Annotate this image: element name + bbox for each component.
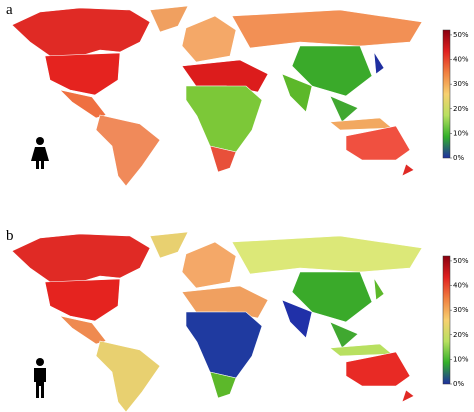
australia xyxy=(345,125,411,161)
greenland xyxy=(149,231,189,259)
colorbar-tick-label: 30% xyxy=(453,80,469,88)
female-icon xyxy=(31,137,49,169)
map-a: a xyxy=(6,2,423,187)
australia xyxy=(345,351,411,387)
map-b: b xyxy=(6,228,423,412)
japan xyxy=(373,51,385,75)
new-zealand xyxy=(401,389,415,403)
europe xyxy=(181,15,237,63)
colorbar-tick-label: 0% xyxy=(453,154,464,162)
central-america xyxy=(59,89,107,119)
africa xyxy=(185,85,263,153)
new-zealand xyxy=(401,163,415,177)
colorbar xyxy=(442,29,451,159)
male-icon xyxy=(34,358,46,398)
africa xyxy=(185,311,263,379)
se-asia xyxy=(329,95,359,123)
colorbar-tick-label: 40% xyxy=(453,282,469,290)
colorbar-tick-label: 0% xyxy=(453,380,464,388)
china xyxy=(291,271,373,323)
japan xyxy=(373,277,385,301)
europe xyxy=(181,241,237,289)
panel-label: a xyxy=(6,2,13,18)
central-america xyxy=(59,315,107,345)
colorbar-tick-label: 10% xyxy=(453,355,469,363)
panel-label: b xyxy=(6,228,14,244)
south-america xyxy=(95,340,161,412)
canada xyxy=(11,7,151,57)
usa xyxy=(44,278,121,322)
colorbar-tick-label: 30% xyxy=(453,306,469,314)
india xyxy=(281,299,313,339)
colorbar-tick-label: 20% xyxy=(453,105,469,113)
colorbar-tick-label: 40% xyxy=(453,56,469,64)
colorbar-tick-label: 10% xyxy=(453,129,469,137)
south-america xyxy=(95,114,161,187)
colorbar xyxy=(442,255,451,385)
canada xyxy=(11,233,151,283)
se-asia xyxy=(329,321,359,349)
russia xyxy=(231,235,423,275)
colorbar-tick-label: 50% xyxy=(453,31,469,39)
south-africa xyxy=(209,145,237,173)
china xyxy=(291,45,373,97)
india xyxy=(281,73,313,113)
south-africa xyxy=(209,371,237,399)
colorbar-tick-label: 50% xyxy=(453,257,469,265)
usa xyxy=(44,52,121,96)
greenland xyxy=(149,5,189,33)
indonesia xyxy=(329,343,393,357)
russia xyxy=(231,9,423,49)
colorbar-tick-label: 20% xyxy=(453,331,469,339)
indonesia xyxy=(329,117,393,131)
